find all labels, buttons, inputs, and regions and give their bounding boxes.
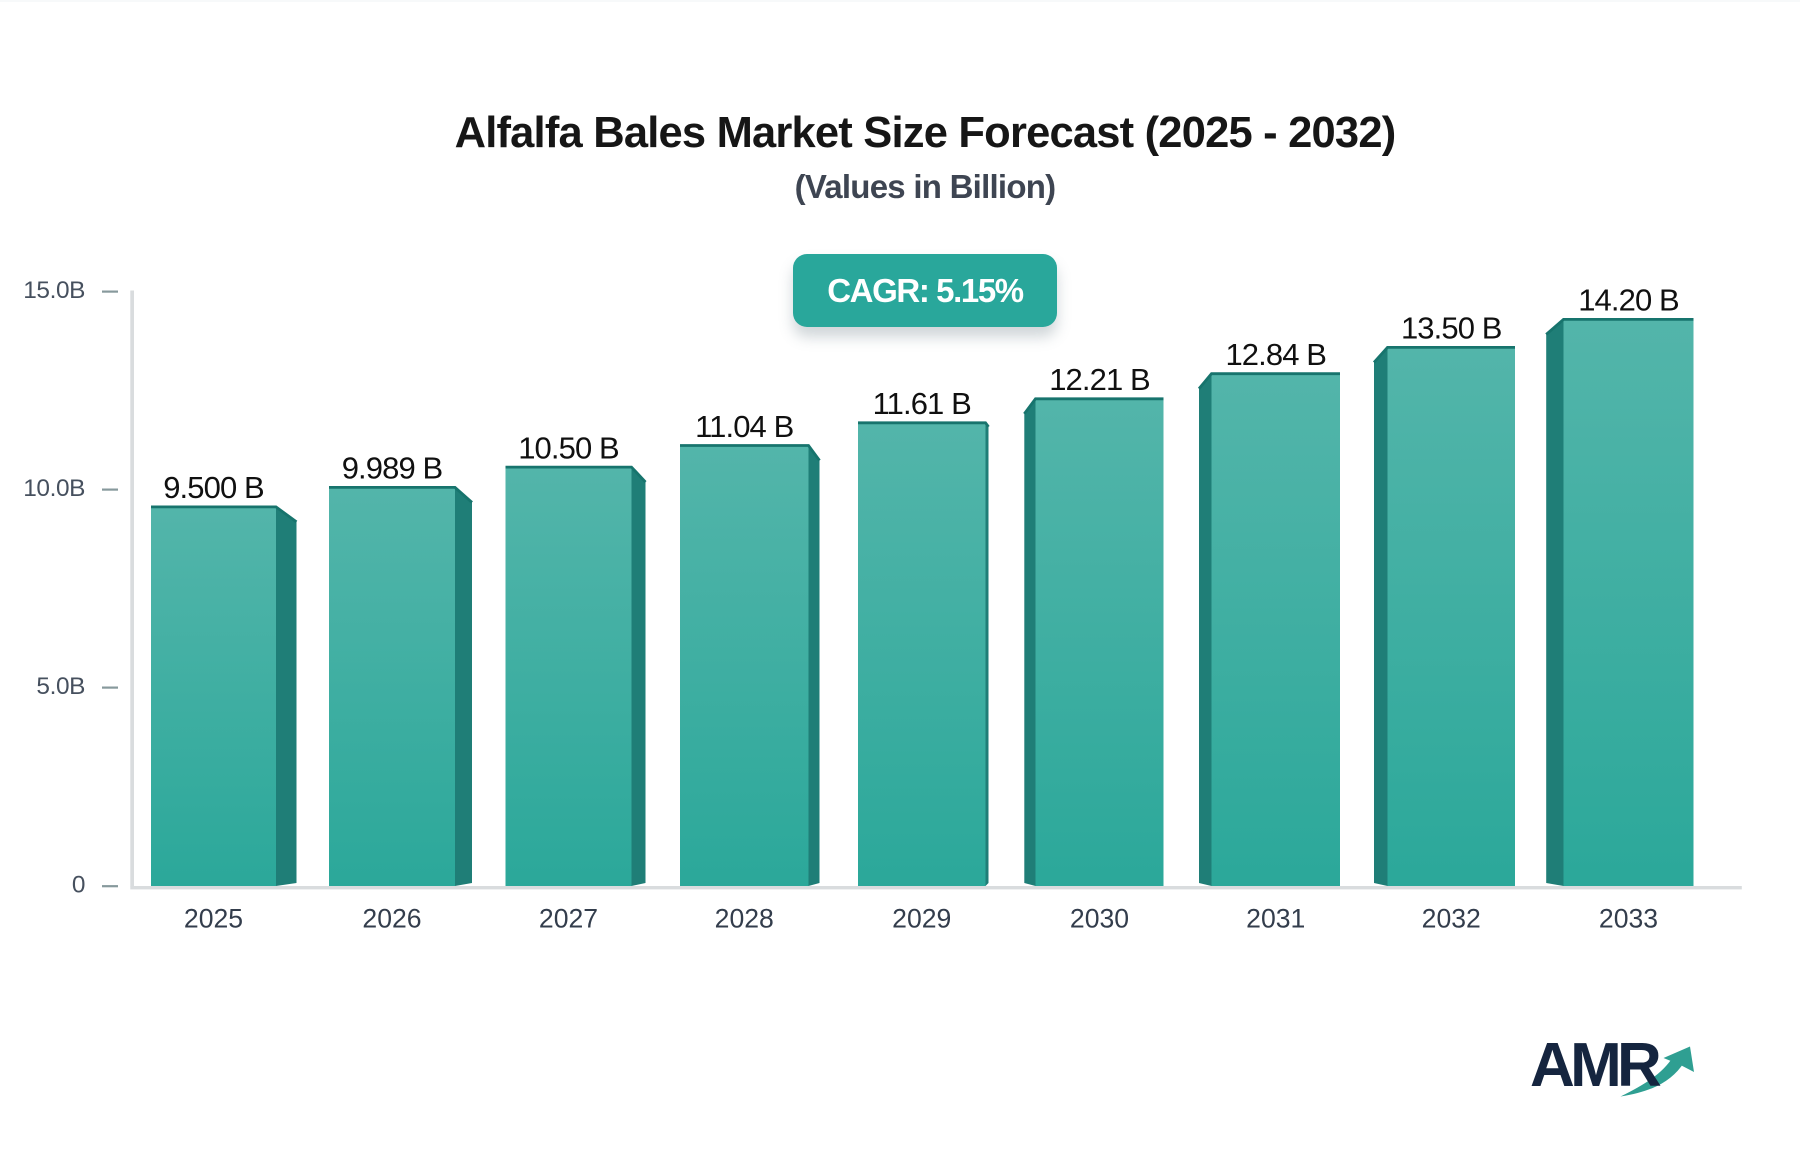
svg-text:12.21 B: 12.21 B [1049,362,1150,397]
svg-text:11.61 B: 11.61 B [873,386,971,421]
svg-text:10.50 B: 10.50 B [518,430,619,465]
svg-text:2025: 2025 [184,904,243,934]
svg-text:2026: 2026 [362,904,421,934]
svg-text:11.04 B: 11.04 B [695,409,793,444]
svg-text:13.50 B: 13.50 B [1401,311,1502,346]
svg-text:2027: 2027 [539,904,598,934]
svg-text:12.84 B: 12.84 B [1225,337,1326,372]
svg-text:15.0B: 15.0B [23,277,85,304]
svg-text:5.0B: 5.0B [36,673,85,700]
svg-text:14.20 B: 14.20 B [1578,283,1679,318]
svg-text:2033: 2033 [1599,904,1658,934]
svg-text:2031: 2031 [1246,904,1305,934]
svg-text:2032: 2032 [1422,904,1481,934]
svg-text:2029: 2029 [892,904,951,934]
svg-text:2030: 2030 [1070,904,1129,934]
svg-text:10.0B: 10.0B [23,475,85,502]
svg-text:0: 0 [72,872,85,899]
svg-text:9.500 B: 9.500 B [163,470,264,505]
svg-text:9.989 B: 9.989 B [342,451,443,486]
svg-text:2028: 2028 [715,904,774,934]
